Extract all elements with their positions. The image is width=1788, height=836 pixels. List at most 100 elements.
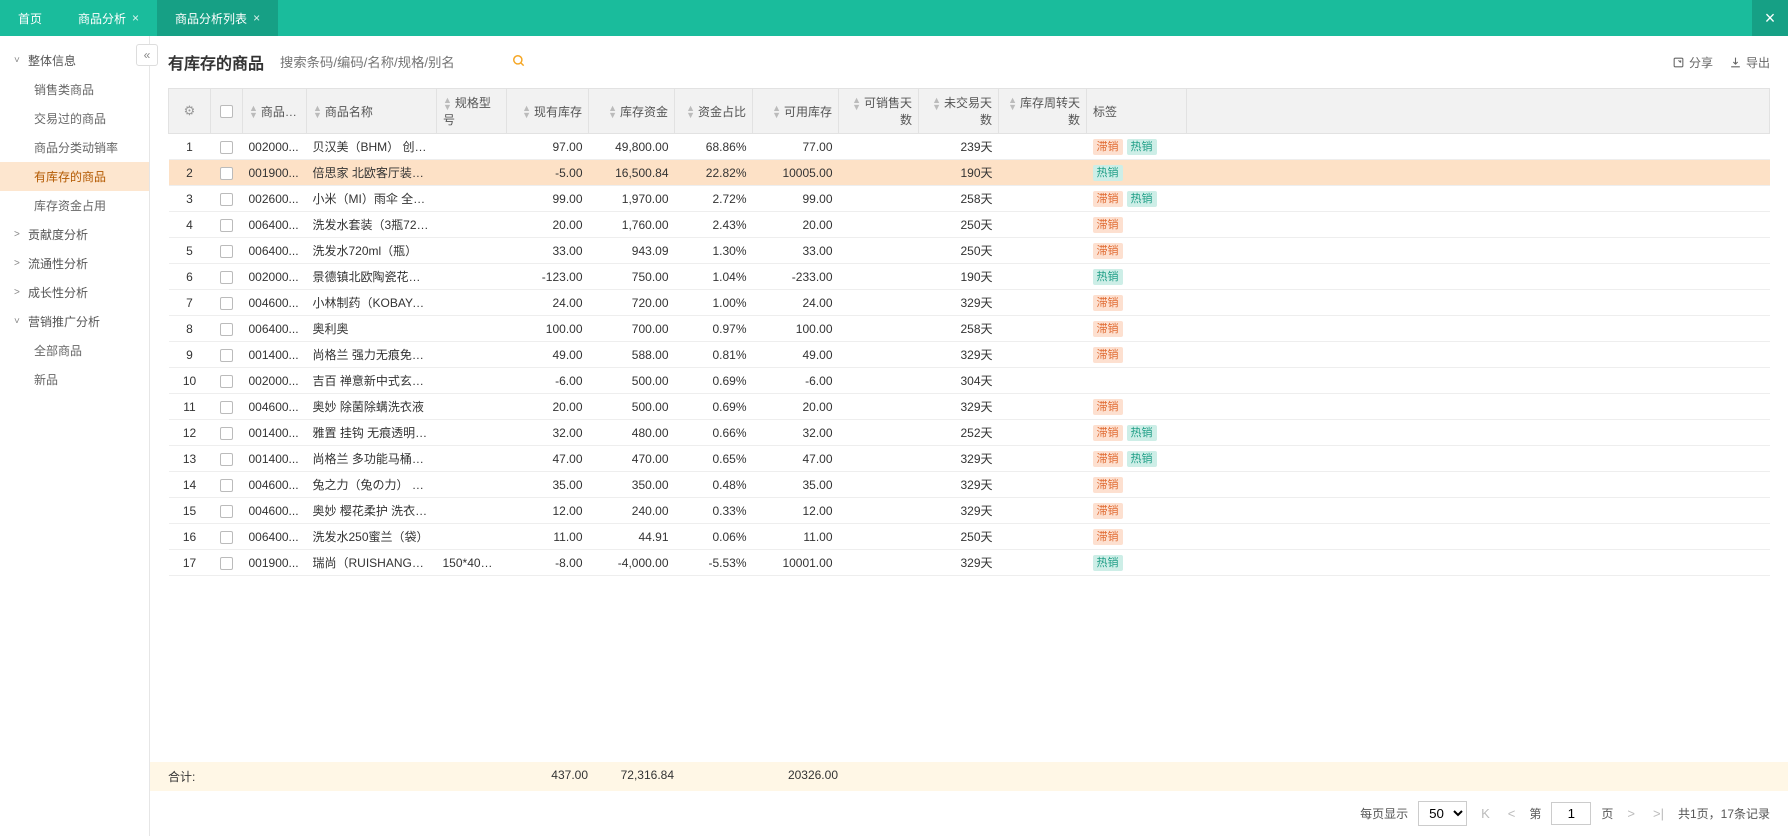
col-header-spec[interactable]: ▲▼规格型号 (437, 89, 507, 134)
table-row[interactable]: 8006400...奥利奥100.00700.000.97%100.00258天… (169, 316, 1770, 342)
row-checkbox[interactable] (220, 375, 233, 388)
table-row[interactable]: 14004600...兔之力（兔の力） 粘毛器粘35.00350.000.48%… (169, 472, 1770, 498)
table-row[interactable]: 15004600...奥妙 樱花柔护 洗衣凝珠 1012.00240.000.3… (169, 498, 1770, 524)
sidebar-item-4-1[interactable]: 新品 (0, 365, 149, 394)
cell-idx: 11 (169, 394, 211, 420)
table-row[interactable]: 16006400...洗发水250蜜兰（袋）11.0044.910.06%11.… (169, 524, 1770, 550)
prev-page-button[interactable]: < (1504, 806, 1520, 821)
close-all-tabs-button[interactable]: × (1752, 0, 1788, 36)
cell-name: 奥妙 除菌除螨洗衣液 (307, 394, 437, 420)
row-checkbox[interactable] (220, 427, 233, 440)
sidebar-group-3[interactable]: ˃成长性分析 (0, 278, 149, 307)
row-checkbox[interactable] (220, 323, 233, 336)
tab-2[interactable]: 商品分析列表 × (157, 0, 278, 36)
tab-1[interactable]: 商品分析× (60, 0, 157, 36)
collapse-sidebar-button[interactable]: « (136, 44, 158, 66)
table-row[interactable]: 7004600...小林制药（KOBAYASHI）日24.00720.001.0… (169, 290, 1770, 316)
cell-name: 洗发水720ml（瓶） (307, 238, 437, 264)
first-page-button[interactable]: K (1477, 806, 1494, 821)
table-row[interactable]: 9001400...尚格兰 强力无痕免打孔浴室49.00588.000.81%4… (169, 342, 1770, 368)
col-header-code[interactable]: ▲▼商品… (243, 89, 307, 134)
close-icon[interactable]: × (132, 11, 139, 25)
total-cell-12 (1086, 768, 1186, 785)
last-page-button[interactable]: >| (1649, 806, 1668, 821)
row-checkbox[interactable] (220, 453, 233, 466)
sidebar-item-0-3[interactable]: 有库存的商品 (0, 162, 149, 191)
row-checkbox[interactable] (220, 505, 233, 518)
sidebar-item-0-0[interactable]: 销售类商品 (0, 75, 149, 104)
col-label: 资金占比 (698, 105, 746, 119)
sidebar-item-4-0[interactable]: 全部商品 (0, 336, 149, 365)
table-row[interactable]: 17001900...瑞尚（RUISHANG） 卧室装150*40厘米-8.00… (169, 550, 1770, 576)
table-row[interactable]: 12001400...雅置 挂钩 无痕透明粘钩 强32.00480.000.66… (169, 420, 1770, 446)
cell-avail: 12.00 (753, 498, 839, 524)
cell-ratio: 1.00% (675, 290, 753, 316)
sidebar-group-1[interactable]: ˃ 贡献度分析 (0, 220, 149, 249)
row-checkbox[interactable] (220, 245, 233, 258)
chevron-right-icon: ˃ (14, 229, 24, 240)
sidebar-item-0-2[interactable]: 商品分类动销率 (0, 133, 149, 162)
share-button[interactable]: 分享 (1672, 54, 1713, 71)
col-header-ratio[interactable]: ▲▼资金占比 (675, 89, 753, 134)
col-header-notrade[interactable]: ▲▼未交易天数 (919, 89, 999, 134)
table-row[interactable]: 13001400...尚格兰 多功能马桶刷套装 洗47.00470.000.65… (169, 446, 1770, 472)
cell-ratio: 0.33% (675, 498, 753, 524)
cell-fund: 500.00 (589, 394, 675, 420)
row-checkbox[interactable] (220, 349, 233, 362)
gear-icon[interactable]: ⚙ (184, 103, 196, 118)
cell-notrade: 239天 (919, 134, 999, 160)
table-row[interactable]: 1002000...贝汉美（BHM） 创意北欧饰97.0049,800.0068… (169, 134, 1770, 160)
sidebar-group-2[interactable]: ˃流通性分析 (0, 249, 149, 278)
table-row[interactable]: 4006400...洗发水套装（3瓶720ml+1瓶20.001,760.002… (169, 212, 1770, 238)
cell-stock: -8.00 (507, 550, 589, 576)
search-input[interactable] (278, 51, 498, 74)
col-header-name[interactable]: ▲▼商品名称 (307, 89, 437, 134)
close-icon[interactable]: × (253, 11, 260, 25)
tag-badge: 滞销 (1093, 139, 1123, 155)
col-header-saled[interactable]: ▲▼可销售天数 (839, 89, 919, 134)
sidebar-group-label: 贡献度分析 (28, 226, 88, 243)
row-checkbox[interactable] (220, 193, 233, 206)
table-row[interactable]: 6002000...景德镇北欧陶瓷花瓶摆件 优-123.00750.001.04… (169, 264, 1770, 290)
cell-stock: 12.00 (507, 498, 589, 524)
table-row[interactable]: 5006400...洗发水720ml（瓶）33.00943.091.30%33.… (169, 238, 1770, 264)
row-checkbox[interactable] (220, 557, 233, 570)
cell-name: 雅置 挂钩 无痕透明粘钩 强 (307, 420, 437, 446)
sidebar-group-4[interactable]: ˅营销推广分析 (0, 307, 149, 336)
cell-spec (437, 238, 507, 264)
row-checkbox[interactable] (220, 401, 233, 414)
tag-badge: 滞销 (1093, 295, 1123, 311)
cell-spec (437, 134, 507, 160)
cell-notrade: 258天 (919, 316, 999, 342)
row-checkbox[interactable] (220, 167, 233, 180)
search-icon[interactable] (512, 54, 526, 71)
row-checkbox[interactable] (220, 479, 233, 492)
cell-notrade: 329天 (919, 290, 999, 316)
sidebar-item-0-1[interactable]: 交易过的商品 (0, 104, 149, 133)
col-header-turn[interactable]: ▲▼库存周转天数 (999, 89, 1087, 134)
sort-icon: ▲▼ (686, 105, 695, 119)
row-checkbox[interactable] (220, 141, 233, 154)
row-checkbox[interactable] (220, 271, 233, 284)
col-header-avail[interactable]: ▲▼可用库存 (753, 89, 839, 134)
sidebar-group-0[interactable]: ˅整体信息 (0, 46, 149, 75)
next-page-button[interactable]: > (1623, 806, 1639, 821)
tab-0[interactable]: 首页 (0, 0, 60, 36)
cell-ratio: 22.82% (675, 160, 753, 186)
table-row[interactable]: 10002000...吉百 禅意新中式玄关摆件客-6.00500.000.69%… (169, 368, 1770, 394)
col-header-stock[interactable]: ▲▼现有库存 (507, 89, 589, 134)
tab-label: 商品分析列表 (175, 10, 247, 27)
table-row[interactable]: 2001900...倍思家 北欧客厅装饰画卧室-5.0016,500.8422.… (169, 160, 1770, 186)
table-row[interactable]: 3002600...小米（MI）雨伞 全自动折叠99.001,970.002.7… (169, 186, 1770, 212)
col-header-fund[interactable]: ▲▼库存资金 (589, 89, 675, 134)
page-number-input[interactable] (1551, 802, 1591, 825)
per-page-select[interactable]: 50 (1418, 801, 1467, 826)
row-checkbox[interactable] (220, 531, 233, 544)
row-checkbox[interactable] (220, 297, 233, 310)
export-button[interactable]: 导出 (1729, 54, 1770, 71)
sidebar-item-0-4[interactable]: 库存资金占用 (0, 191, 149, 220)
total-cell-3 (306, 768, 436, 785)
table-row[interactable]: 11004600...奥妙 除菌除螨洗衣液20.00500.000.69%20.… (169, 394, 1770, 420)
row-checkbox[interactable] (220, 219, 233, 232)
select-all-checkbox[interactable] (220, 105, 233, 118)
